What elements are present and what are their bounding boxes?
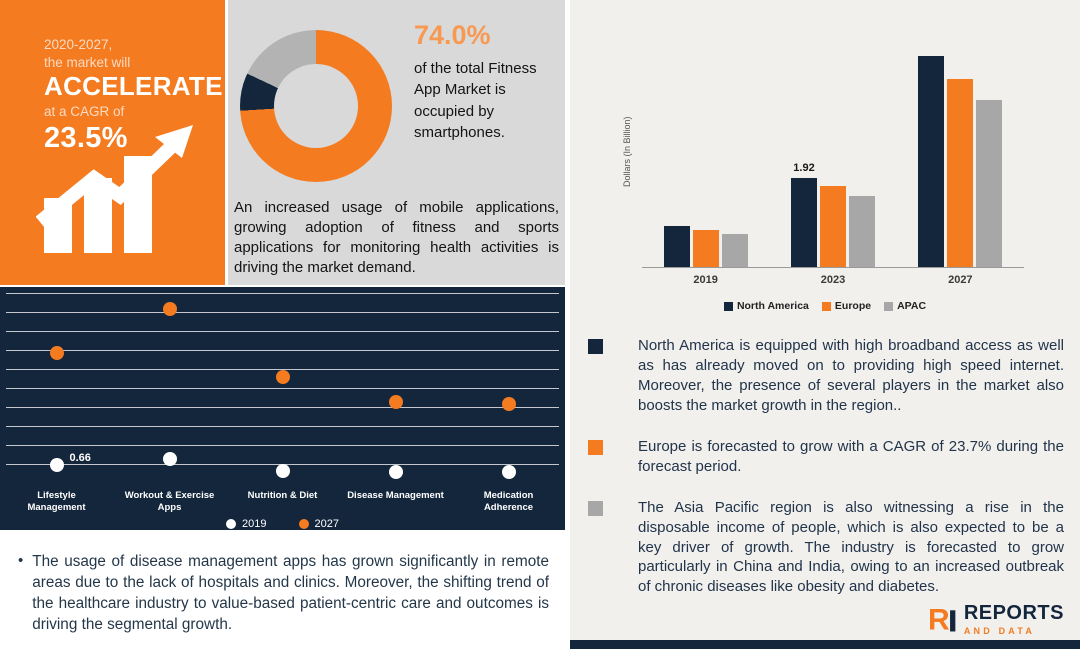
dot-plot-gridline bbox=[6, 407, 559, 408]
legend-label: Europe bbox=[834, 300, 872, 312]
dot-legend-item: 2027 bbox=[298, 518, 339, 530]
dot-plot-gridline bbox=[6, 445, 559, 446]
smartphone-share-value: 74.0% bbox=[414, 20, 491, 50]
bar-europe-2019 bbox=[692, 229, 719, 267]
market-will-text: the market will bbox=[44, 54, 131, 70]
region-bullet-swatch bbox=[588, 339, 603, 354]
dot-plot-gridline bbox=[6, 331, 559, 332]
dot-2019-1 bbox=[49, 458, 64, 473]
dot-2019-2 bbox=[162, 451, 177, 466]
bar-legend-item: APAC bbox=[884, 300, 926, 312]
legend-label: 2027 bbox=[314, 518, 339, 530]
logo-name: REPORTS bbox=[963, 602, 1064, 624]
bar-apac-2019 bbox=[721, 233, 748, 267]
cagr-panel: 2020-2027, the market will ACCELERATE at… bbox=[0, 0, 225, 285]
bar-chart-plot-area: 1.92 bbox=[642, 36, 1024, 268]
dot-2027-3 bbox=[275, 370, 290, 385]
bar-apac-2023 bbox=[849, 196, 875, 267]
dot-plot-gridline bbox=[6, 312, 559, 313]
regional-bar-chart: Dollars (In Billion) 1.92 2019 2023 2027 N… bbox=[570, 0, 1080, 330]
region-bullet-text: Europe is forecasted to grow with a CAGR… bbox=[638, 437, 1064, 475]
region-bullet-text: North America is equipped with high broa… bbox=[638, 337, 1064, 414]
growth-chart-icon bbox=[36, 125, 193, 253]
dot-2027-5 bbox=[501, 397, 516, 412]
smartphone-share-caption: of the total Fitness App Market is occup… bbox=[414, 60, 537, 141]
logo-text: REPORTS AND DATA bbox=[964, 603, 1064, 636]
cagr-value: 23.5% bbox=[44, 121, 128, 154]
dot-plot-chart: 0.66 bbox=[0, 293, 565, 483]
dot-plot-gridline bbox=[6, 369, 559, 370]
bar-north-america-2023 bbox=[791, 177, 817, 267]
dot-2019-3 bbox=[275, 463, 290, 478]
legend-label: APAC bbox=[897, 300, 927, 312]
period-text: 2020-2027, bbox=[44, 37, 113, 52]
bar-chart-category-axis: 2019 2023 2027 bbox=[642, 274, 1024, 286]
region-bullet: Europe is forecasted to grow with a CAGR… bbox=[588, 437, 1064, 477]
bar-europe-2027 bbox=[947, 79, 974, 267]
dot-plot-gridline bbox=[6, 293, 559, 294]
bar-category-label: 2027 bbox=[948, 274, 973, 286]
bar-chart-y-axis-label: Dollars (In Billion) bbox=[622, 116, 632, 188]
region-bullet-list: North America is equipped with high broa… bbox=[588, 336, 1064, 597]
logo-subtitle: AND DATA bbox=[963, 626, 1036, 636]
bar-europe-2023 bbox=[820, 185, 846, 267]
dot-category-label: Medication Adherence bbox=[483, 490, 534, 514]
legend-dot-swatch bbox=[226, 519, 237, 529]
footer-accent-bar bbox=[570, 640, 1080, 649]
legend-square-swatch bbox=[821, 301, 831, 311]
region-bullet: The Asia Pacific region is also witnessi… bbox=[588, 498, 1064, 598]
dot-2027-1 bbox=[49, 345, 64, 360]
dot-2019-5 bbox=[501, 465, 516, 480]
dot-value-label: 0.66 bbox=[69, 452, 91, 465]
dot-2019-4 bbox=[388, 465, 403, 480]
dot-plot-legend: 2019 2027 bbox=[0, 518, 565, 530]
legend-square-swatch bbox=[884, 301, 894, 311]
legend-label: North America bbox=[736, 300, 809, 312]
dot-category-label: Workout & Exercise Apps bbox=[124, 490, 215, 514]
disease-management-note-panel: • The usage of disease management apps h… bbox=[0, 530, 565, 649]
dot-category-label: Lifestyle Management bbox=[27, 490, 86, 514]
market-driver-paragraph: An increased usage of mobile application… bbox=[234, 199, 559, 276]
dot-2027-4 bbox=[388, 394, 403, 409]
accelerate-text: ACCELERATE bbox=[44, 71, 223, 102]
dot-2027-2 bbox=[162, 302, 177, 317]
region-bullet-swatch bbox=[588, 500, 603, 516]
app-type-dot-plot-panel: 0.66 Lifestyle Management Workout & Exerc… bbox=[0, 287, 565, 530]
bar-category-label: 2023 bbox=[820, 274, 846, 286]
bar-apac-2027 bbox=[976, 99, 1003, 267]
dot-category-label: Nutrition & Diet bbox=[247, 490, 318, 501]
bar-legend-item: North America bbox=[723, 300, 809, 312]
dot-plot-gridline bbox=[6, 388, 559, 389]
cagr-lead-text: at a CAGR of bbox=[44, 103, 125, 119]
dot-plot-category-axis: Lifestyle Management Workout & Exercise A… bbox=[0, 490, 565, 515]
bar-north-america-2027 bbox=[918, 55, 945, 267]
legend-square-swatch bbox=[723, 301, 733, 311]
region-bullet-swatch bbox=[588, 439, 603, 455]
bar-value-label: 1.92 bbox=[793, 161, 815, 174]
dot-plot-gridline bbox=[6, 426, 559, 427]
bar-north-america-2019 bbox=[663, 226, 690, 267]
region-bullet: North America is equipped with high broa… bbox=[588, 336, 1064, 416]
dot-plot-gridline bbox=[6, 350, 559, 351]
bar-chart-legend: North America Europe APAC bbox=[570, 300, 1080, 312]
bar-category-label: 2019 bbox=[693, 274, 718, 286]
smartphone-share-panel: 74.0% of the total Fitness App Market is… bbox=[228, 0, 565, 285]
disease-management-note: The usage of disease management apps has… bbox=[32, 553, 549, 634]
donut-chart bbox=[240, 30, 392, 182]
dot-legend-item: 2019 bbox=[226, 518, 267, 530]
reports-and-data-logo: R REPORTS AND DATA bbox=[928, 603, 1064, 636]
bar-legend-item: Europe bbox=[821, 300, 872, 312]
region-bullet-text: The Asia Pacific region is also witnessi… bbox=[638, 498, 1064, 596]
regional-analysis-panel: Dollars (In Billion) 1.92 2019 2023 2027 N… bbox=[570, 0, 1080, 649]
logo-r-icon: R bbox=[928, 605, 956, 635]
legend-label: 2019 bbox=[242, 518, 267, 530]
legend-dot-swatch bbox=[298, 519, 309, 529]
dot-category-label: Disease Management bbox=[347, 490, 444, 501]
bullet-marker: • bbox=[18, 552, 24, 569]
svg-text:R: R bbox=[928, 605, 950, 635]
